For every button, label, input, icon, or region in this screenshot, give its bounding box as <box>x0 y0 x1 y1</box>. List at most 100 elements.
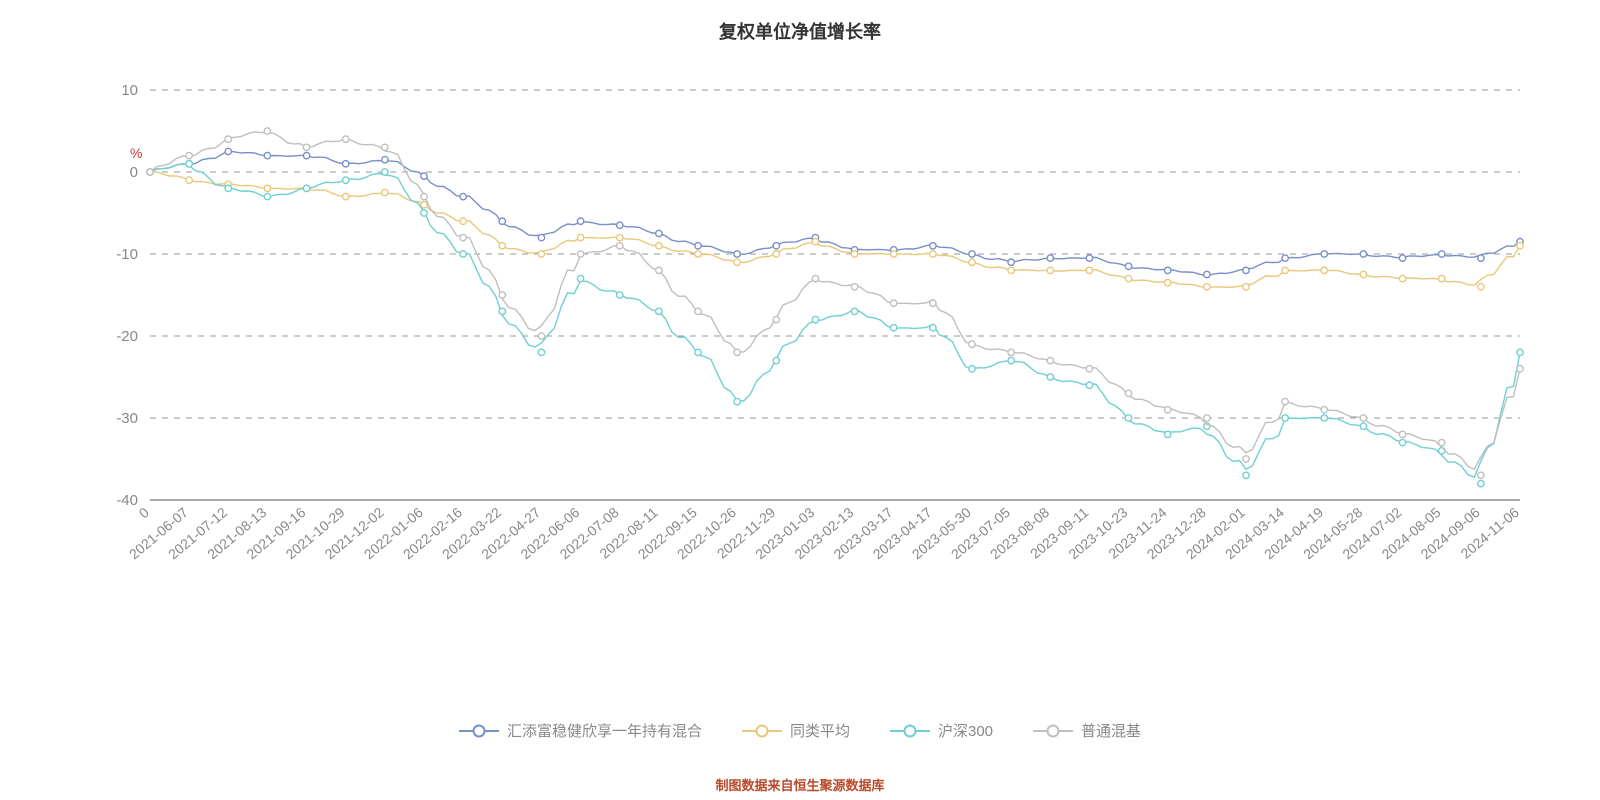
series-marker <box>617 243 623 249</box>
series-marker <box>421 202 427 208</box>
series-marker <box>969 341 975 347</box>
series-marker <box>186 161 192 167</box>
series-marker <box>460 251 466 257</box>
series-marker <box>499 243 505 249</box>
series-marker <box>1478 284 1484 290</box>
series-marker <box>225 136 231 142</box>
series-marker <box>1360 423 1366 429</box>
series-marker <box>303 144 309 150</box>
series-marker <box>773 357 779 363</box>
y-tick-label: 10 <box>121 82 138 99</box>
series-marker <box>1008 259 1014 265</box>
series-marker <box>343 177 349 183</box>
series-marker <box>343 193 349 199</box>
series-marker <box>460 218 466 224</box>
series-line <box>150 151 1520 276</box>
series-marker <box>1243 456 1249 462</box>
series-marker <box>1399 439 1405 445</box>
legend-label: 沪深300 <box>938 720 993 741</box>
series-marker <box>812 239 818 245</box>
series-marker <box>851 284 857 290</box>
legend-swatch <box>1033 730 1073 732</box>
series-marker <box>1360 415 1366 421</box>
series-marker <box>734 259 740 265</box>
series-marker <box>1125 275 1131 281</box>
legend-label: 同类平均 <box>790 720 850 741</box>
series-marker <box>421 173 427 179</box>
series-marker <box>773 251 779 257</box>
series-marker <box>1125 263 1131 269</box>
series-marker <box>460 234 466 240</box>
y-tick-label: -30 <box>116 410 138 427</box>
series-marker <box>930 325 936 331</box>
series-marker <box>734 398 740 404</box>
series-marker <box>1008 349 1014 355</box>
line-chart: -40-30-20-1001002021-06-072021-07-122021… <box>0 0 1600 800</box>
y-tick-label: -40 <box>116 492 138 509</box>
series-marker <box>1165 431 1171 437</box>
series-marker <box>1517 243 1523 249</box>
series-marker <box>1439 251 1445 257</box>
series-marker <box>1204 415 1210 421</box>
series-marker <box>1517 349 1523 355</box>
series-marker <box>1165 280 1171 286</box>
series-marker <box>617 222 623 228</box>
series-marker <box>382 169 388 175</box>
series-line <box>150 172 1520 288</box>
series-marker <box>1439 439 1445 445</box>
series-marker <box>1086 267 1092 273</box>
series-marker <box>930 251 936 257</box>
series-marker <box>969 259 975 265</box>
series-marker <box>1243 472 1249 478</box>
series-marker <box>969 251 975 257</box>
series-marker <box>656 230 662 236</box>
series-marker <box>1360 271 1366 277</box>
series-marker <box>1125 390 1131 396</box>
series-marker <box>734 349 740 355</box>
series-marker <box>225 148 231 154</box>
series-marker <box>499 218 505 224</box>
legend-swatch <box>459 730 499 732</box>
series-marker <box>1204 271 1210 277</box>
series-marker <box>1282 267 1288 273</box>
series-marker <box>577 275 583 281</box>
series-marker <box>1321 407 1327 413</box>
footer-note: 制图数据来自恒生聚源数据库 <box>0 775 1600 794</box>
series-marker <box>186 152 192 158</box>
series-marker <box>851 308 857 314</box>
series-marker <box>1165 407 1171 413</box>
series-marker <box>343 136 349 142</box>
series-marker <box>264 128 270 134</box>
legend-item: 沪深300 <box>890 720 993 741</box>
series-marker <box>617 292 623 298</box>
series-marker <box>538 349 544 355</box>
series-marker <box>1321 415 1327 421</box>
series-marker <box>186 177 192 183</box>
series-marker <box>656 308 662 314</box>
series-marker <box>1282 398 1288 404</box>
series-marker <box>1321 267 1327 273</box>
series-marker <box>656 267 662 273</box>
series-marker <box>891 251 897 257</box>
series-marker <box>734 251 740 257</box>
series-marker <box>1008 267 1014 273</box>
series-marker <box>1478 255 1484 261</box>
series-marker <box>695 243 701 249</box>
series-marker <box>1439 275 1445 281</box>
series-marker <box>538 234 544 240</box>
series-marker <box>1086 255 1092 261</box>
series-marker <box>891 325 897 331</box>
y-tick-label: -20 <box>116 328 138 345</box>
series-marker <box>421 193 427 199</box>
series-marker <box>1478 472 1484 478</box>
series-marker <box>1321 251 1327 257</box>
series-marker <box>656 243 662 249</box>
series-marker <box>1282 255 1288 261</box>
series-marker <box>147 169 153 175</box>
series-marker <box>538 333 544 339</box>
series-marker <box>1125 415 1131 421</box>
series-marker <box>264 152 270 158</box>
series-marker <box>969 366 975 372</box>
series-line <box>150 132 1520 469</box>
series-marker <box>1478 480 1484 486</box>
